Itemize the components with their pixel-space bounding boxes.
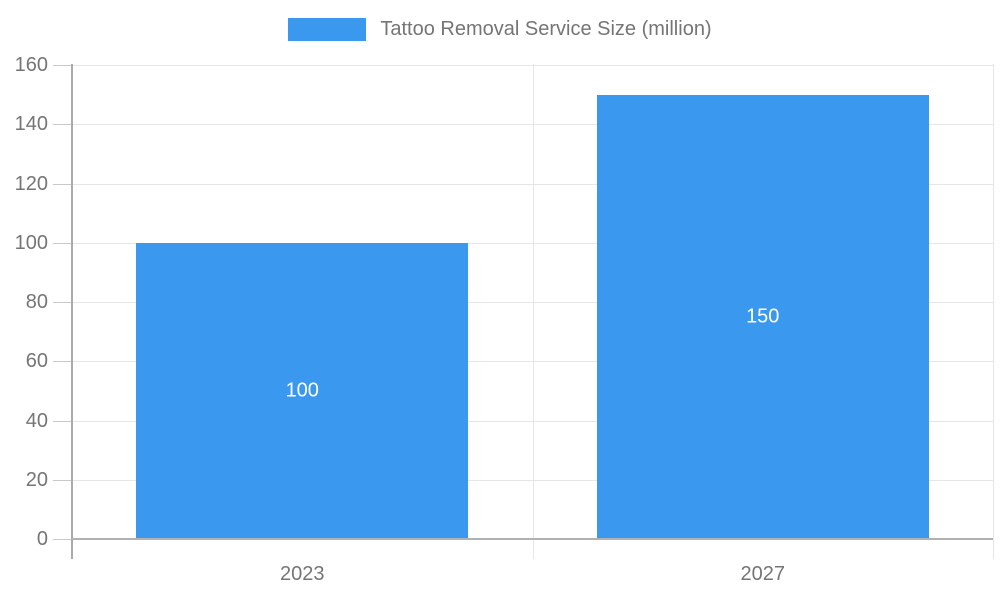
y-axis-tick — [53, 242, 72, 244]
y-axis-tick — [53, 479, 72, 481]
y-tick-label: 140 — [14, 113, 48, 136]
y-axis-tick — [53, 539, 72, 540]
y-tick-label: 0 — [36, 528, 48, 550]
y-axis-tick — [53, 302, 72, 303]
x-axis-baseline — [72, 538, 993, 540]
legend-swatch — [288, 18, 367, 41]
y-tick-label: 40 — [25, 409, 48, 432]
y-axis-tick — [53, 124, 72, 126]
x-tick-label: 2027 — [740, 563, 786, 585]
y-tick-label: 100 — [14, 231, 48, 254]
y-tick-label: 60 — [25, 350, 48, 373]
bar-value-label: 100 — [285, 379, 319, 402]
y-axis-tick — [53, 183, 72, 185]
y-axis-tick — [53, 420, 72, 422]
bar — [136, 242, 469, 539]
legend-label: Tattoo Removal Service Size (million) — [380, 18, 712, 40]
y-axis-tick — [53, 361, 72, 363]
category-divider-line — [532, 64, 534, 559]
y-axis-tick — [53, 65, 72, 66]
x-tick-label: 2023 — [280, 563, 325, 585]
bar-value-label: 150 — [746, 305, 780, 328]
y-tick-label: 120 — [14, 172, 48, 195]
y-axis-line — [71, 64, 73, 559]
category-divider-line — [993, 64, 994, 559]
y-tick-label: 160 — [14, 54, 48, 76]
bar — [596, 94, 929, 539]
legend[interactable]: Tattoo Removal Service Size (million) — [0, 18, 1000, 41]
y-tick-label: 80 — [25, 291, 48, 313]
y-tick-label: 20 — [25, 468, 48, 491]
